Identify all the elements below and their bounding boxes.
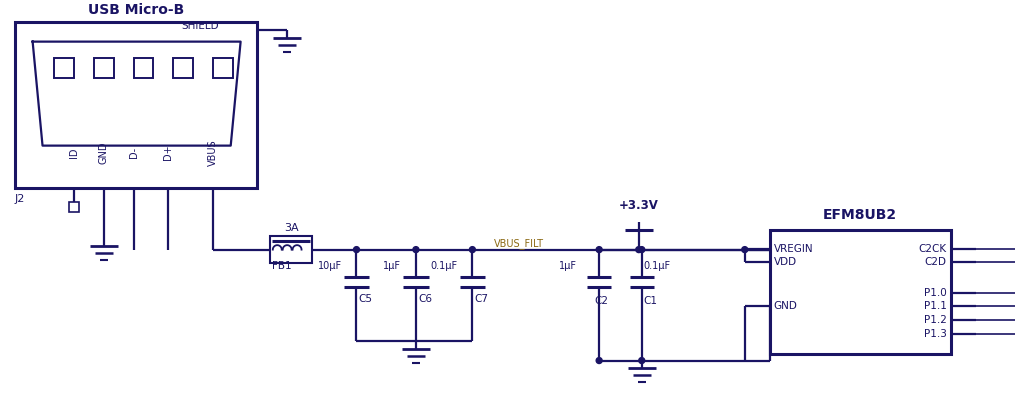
- Bar: [134, 58, 153, 78]
- Text: C1: C1: [643, 296, 658, 306]
- Bar: [70, 202, 79, 212]
- Text: 3A: 3A: [283, 223, 299, 233]
- Bar: [173, 58, 193, 78]
- Bar: [94, 58, 114, 78]
- Text: +3.3V: +3.3V: [619, 199, 659, 212]
- Text: VBUS_FILT: VBUS_FILT: [494, 238, 544, 249]
- Text: 10μF: 10μF: [317, 261, 342, 271]
- Text: P1.3: P1.3: [924, 329, 947, 339]
- Bar: [213, 58, 232, 78]
- Circle shape: [742, 246, 748, 253]
- Circle shape: [638, 246, 644, 253]
- Text: ID: ID: [70, 147, 79, 158]
- Text: 1μF: 1μF: [560, 261, 577, 271]
- Circle shape: [638, 357, 644, 364]
- Text: C6: C6: [418, 294, 432, 304]
- Text: C2CK: C2CK: [919, 244, 947, 254]
- Text: 1μF: 1μF: [383, 261, 401, 271]
- Bar: [54, 58, 75, 78]
- Text: C5: C5: [358, 294, 372, 304]
- Circle shape: [413, 246, 418, 253]
- Text: D-: D-: [129, 147, 139, 158]
- Text: 0.1μF: 0.1μF: [431, 261, 457, 271]
- Text: VDD: VDD: [773, 257, 797, 267]
- Text: SHIELD: SHIELD: [181, 21, 219, 31]
- Text: VBUS: VBUS: [208, 139, 218, 166]
- Text: GND: GND: [773, 301, 797, 311]
- Text: FB1: FB1: [272, 261, 292, 271]
- Text: C2: C2: [594, 296, 609, 306]
- Text: J2: J2: [14, 194, 26, 204]
- Circle shape: [636, 246, 641, 253]
- Text: P1.0: P1.0: [924, 288, 947, 298]
- Bar: [270, 236, 312, 264]
- Text: D+: D+: [164, 145, 173, 161]
- Circle shape: [470, 246, 476, 253]
- Text: C2D: C2D: [925, 257, 947, 267]
- Text: P1.1: P1.1: [924, 301, 947, 311]
- Bar: [769, 230, 950, 354]
- Text: C7: C7: [475, 294, 488, 304]
- Text: P1.2: P1.2: [924, 315, 947, 325]
- Circle shape: [596, 357, 603, 364]
- Circle shape: [596, 246, 603, 253]
- Text: 0.1μF: 0.1μF: [643, 261, 671, 271]
- Text: VREGIN: VREGIN: [773, 244, 813, 254]
- Text: USB Micro-B: USB Micro-B: [88, 3, 184, 17]
- Text: EFM8UB2: EFM8UB2: [822, 208, 897, 222]
- Bar: [14, 22, 258, 188]
- Circle shape: [354, 246, 359, 253]
- Text: GND: GND: [99, 141, 108, 164]
